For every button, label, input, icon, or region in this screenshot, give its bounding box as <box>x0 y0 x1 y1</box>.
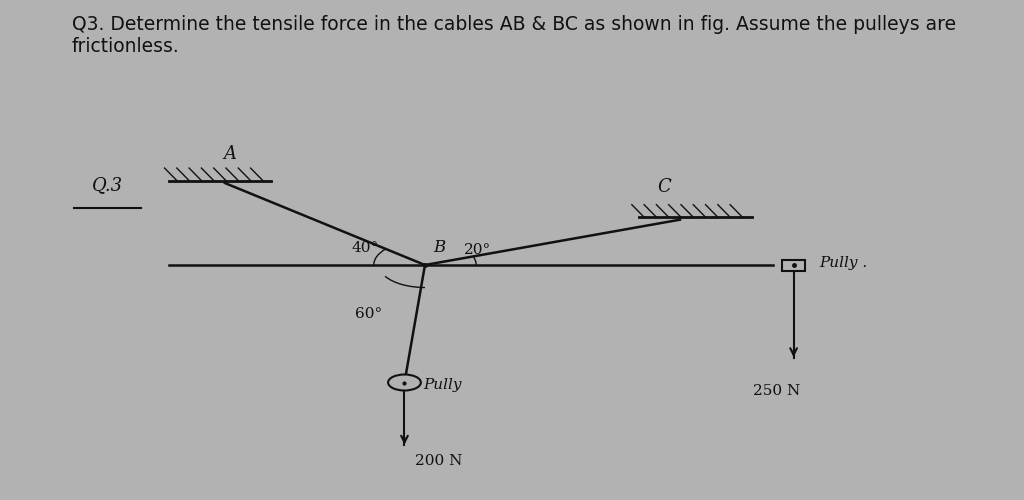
Text: 20°: 20° <box>464 243 492 257</box>
Text: 200 N: 200 N <box>415 454 462 468</box>
Text: 60°: 60° <box>355 306 383 320</box>
Text: Q3. Determine the tensile force in the cables AB & BC as shown in fig. Assume th: Q3. Determine the tensile force in the c… <box>72 15 955 56</box>
Text: B: B <box>433 240 445 256</box>
Text: A: A <box>223 145 237 163</box>
Text: Q.3: Q.3 <box>92 176 123 194</box>
Circle shape <box>388 374 421 390</box>
FancyBboxPatch shape <box>782 260 805 270</box>
Text: Pully .: Pully . <box>819 256 867 270</box>
Text: 250 N: 250 N <box>753 384 800 398</box>
Text: C: C <box>657 178 672 196</box>
Text: 40°: 40° <box>351 242 379 256</box>
Text: Pully: Pully <box>423 378 462 392</box>
